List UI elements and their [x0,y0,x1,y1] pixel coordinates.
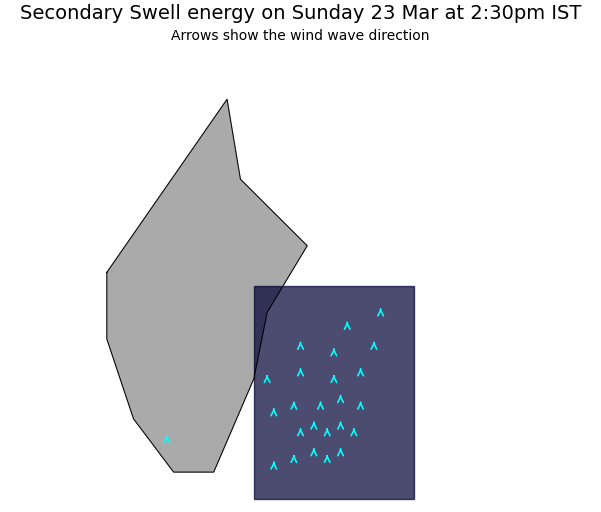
Polygon shape [107,99,307,472]
Text: Arrows show the wind wave direction: Arrows show the wind wave direction [171,29,430,43]
Text: Secondary Swell energy on Sunday 23 Mar at 2:30pm IST: Secondary Swell energy on Sunday 23 Mar … [20,4,581,24]
Bar [254,286,414,499]
